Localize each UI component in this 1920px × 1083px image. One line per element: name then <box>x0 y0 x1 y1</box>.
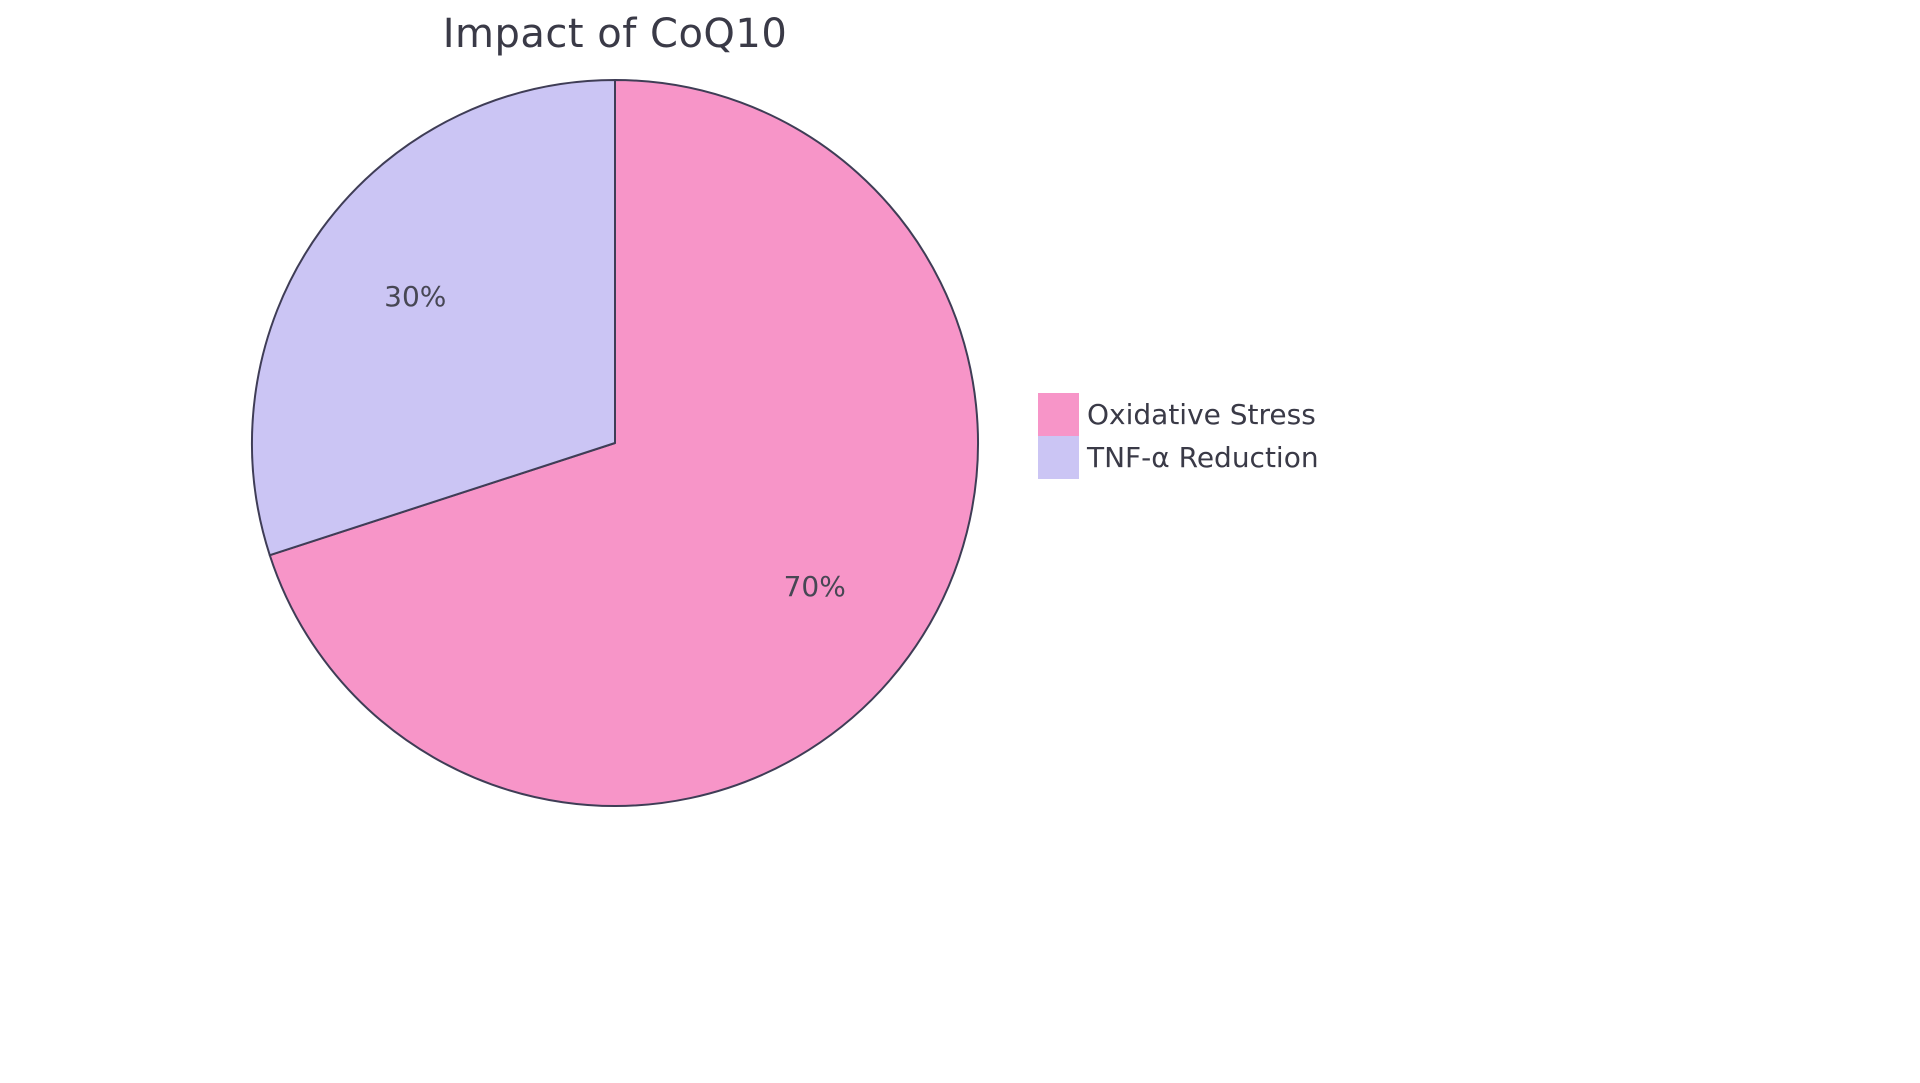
percent-label-oxidative-stress: 70% <box>784 570 846 603</box>
percent-label-tnf-a-reduction: 30% <box>384 280 446 313</box>
legend-item-tnf-a-reduction[interactable]: TNF-α Reduction <box>1038 436 1319 479</box>
legend: Oxidative Stress TNF-α Reduction <box>1038 393 1319 479</box>
pie-slice-oxidative-stress[interactable] <box>268 79 980 807</box>
pie-slice-labels: 70% 30% <box>384 280 846 603</box>
legend-item-oxidative-stress[interactable]: Oxidative Stress <box>1038 393 1319 436</box>
pie-slice-tnf-a-reduction[interactable] <box>251 79 616 557</box>
chart-title: Impact of CoQ10 <box>443 11 788 57</box>
legend-swatch-tnf-a-reduction <box>1038 436 1079 479</box>
pie-slices <box>251 79 980 807</box>
legend-label-tnf-a-reduction: TNF-α Reduction <box>1087 441 1319 474</box>
legend-label-oxidative-stress: Oxidative Stress <box>1087 398 1316 431</box>
legend-swatch-oxidative-stress <box>1038 393 1079 436</box>
